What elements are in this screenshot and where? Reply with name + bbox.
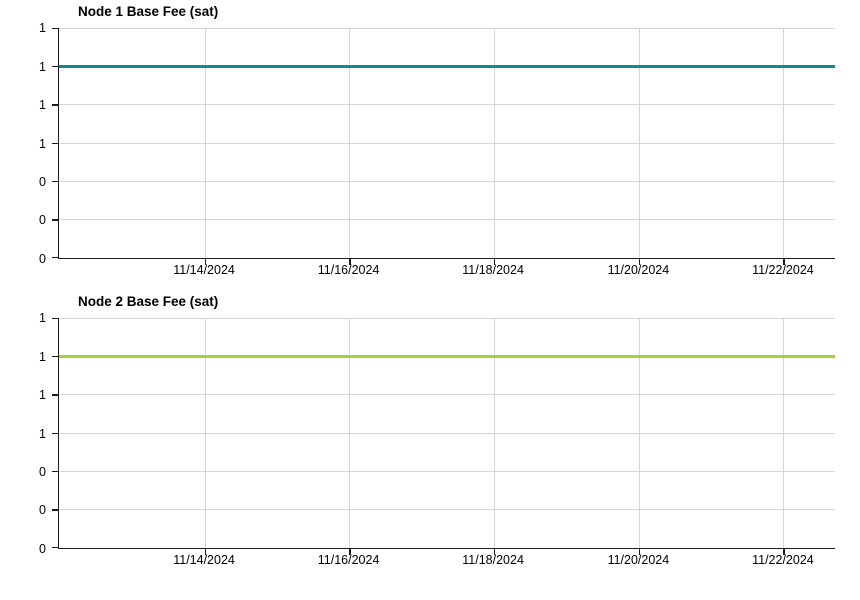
node1-series-line — [59, 64, 835, 68]
y-tick-mark — [52, 65, 59, 68]
y-tick-mark — [52, 27, 59, 29]
x-tick-mark — [349, 258, 351, 265]
y-tick-mark — [52, 546, 59, 548]
x-tick-label: 11/18/2024 — [462, 553, 524, 567]
y-tick-label: 1 — [39, 311, 46, 325]
x-tick-mark — [638, 258, 641, 265]
gridline-h — [59, 27, 835, 29]
y-tick-mark — [52, 355, 59, 358]
x-tick-mark — [204, 258, 207, 265]
y-tick-label: 0 — [39, 175, 46, 189]
y-tick-mark — [52, 180, 59, 183]
y-tick-label: 1 — [39, 387, 46, 402]
y-axis-labels: 1 1 1 1 0 0 0 — [0, 311, 46, 556]
x-tick-mark — [783, 258, 785, 265]
gridline-v — [349, 318, 351, 548]
y-tick-label: 0 — [39, 465, 46, 479]
x-tick-mark — [204, 548, 207, 555]
gridline-h — [59, 432, 835, 434]
gridline-h — [59, 317, 835, 319]
gridline-h — [59, 142, 835, 144]
x-tick-mark — [493, 258, 496, 265]
x-tick-mark — [783, 548, 785, 555]
x-tick-label: 11/20/2024 — [607, 553, 670, 567]
y-tick-mark — [52, 219, 59, 221]
y-tick-mark — [52, 432, 59, 434]
x-tick-label: 11/18/2024 — [462, 263, 524, 277]
gridline-v — [638, 28, 640, 258]
x-tick-label: 11/22/2024 — [752, 263, 814, 277]
gridline-v — [204, 318, 206, 548]
x-tick-mark — [349, 548, 351, 555]
x-tick-label: 11/14/2024 — [173, 263, 235, 277]
x-tick-label: 11/14/2024 — [173, 553, 235, 567]
x-tick-label: 11/16/2024 — [317, 553, 380, 567]
chart-node1-base-fee: Node 1 Base Fee (sat) 1 1 1 1 0 0 0 — [0, 0, 860, 290]
y-tick-mark — [52, 104, 59, 106]
y-axis-labels: 1 1 1 1 0 0 0 — [0, 21, 46, 266]
gridline-v — [493, 318, 495, 548]
y-tick-mark — [52, 394, 59, 396]
node2-series-line — [59, 354, 835, 358]
gridline-h — [59, 219, 835, 221]
x-tick-label: 11/16/2024 — [317, 263, 380, 277]
gridline-v — [493, 28, 495, 258]
y-tick-mark — [52, 256, 59, 258]
x-axis-labels: 11/14/2024 11/16/2024 11/18/2024 11/20/2… — [58, 263, 835, 281]
x-tick-mark — [493, 548, 496, 555]
y-tick-label: 0 — [39, 252, 46, 266]
gridline-h — [59, 470, 835, 472]
y-tick-mark — [52, 317, 59, 319]
chart-title: Node 1 Base Fee (sat) — [78, 4, 219, 19]
gridline-v — [783, 28, 784, 258]
gridline-v — [638, 318, 640, 548]
gridline-h — [59, 180, 835, 182]
y-tick-label: 1 — [39, 426, 46, 441]
gridline-h — [59, 509, 835, 511]
y-tick-mark — [52, 142, 59, 144]
x-tick-mark — [638, 548, 641, 555]
y-tick-label: 0 — [39, 503, 46, 518]
y-tick-mark — [52, 509, 59, 511]
x-tick-label: 11/22/2024 — [752, 553, 814, 567]
chart-title: Node 2 Base Fee (sat) — [78, 294, 219, 309]
y-tick-label: 1 — [39, 136, 46, 151]
y-tick-label: 1 — [39, 59, 46, 74]
x-axis-labels: 11/14/2024 11/16/2024 11/18/2024 11/20/2… — [58, 553, 835, 571]
plot-area — [52, 27, 835, 265]
gridline-v — [783, 318, 784, 548]
y-tick-label: 1 — [39, 349, 46, 364]
gridline-h — [59, 394, 835, 396]
y-tick-label: 1 — [39, 21, 46, 35]
chart-node2-base-fee: Node 2 Base Fee (sat) 1 1 1 1 0 0 0 — [0, 290, 860, 580]
y-tick-label: 1 — [39, 97, 46, 112]
x-tick-label: 11/20/2024 — [607, 263, 670, 277]
plot-area — [52, 317, 835, 555]
y-tick-label: 0 — [39, 213, 46, 228]
gridline-h — [59, 104, 835, 106]
y-tick-mark — [52, 470, 59, 473]
gridline-v — [204, 28, 206, 258]
gridline-v — [349, 28, 351, 258]
y-tick-label: 0 — [39, 542, 46, 556]
